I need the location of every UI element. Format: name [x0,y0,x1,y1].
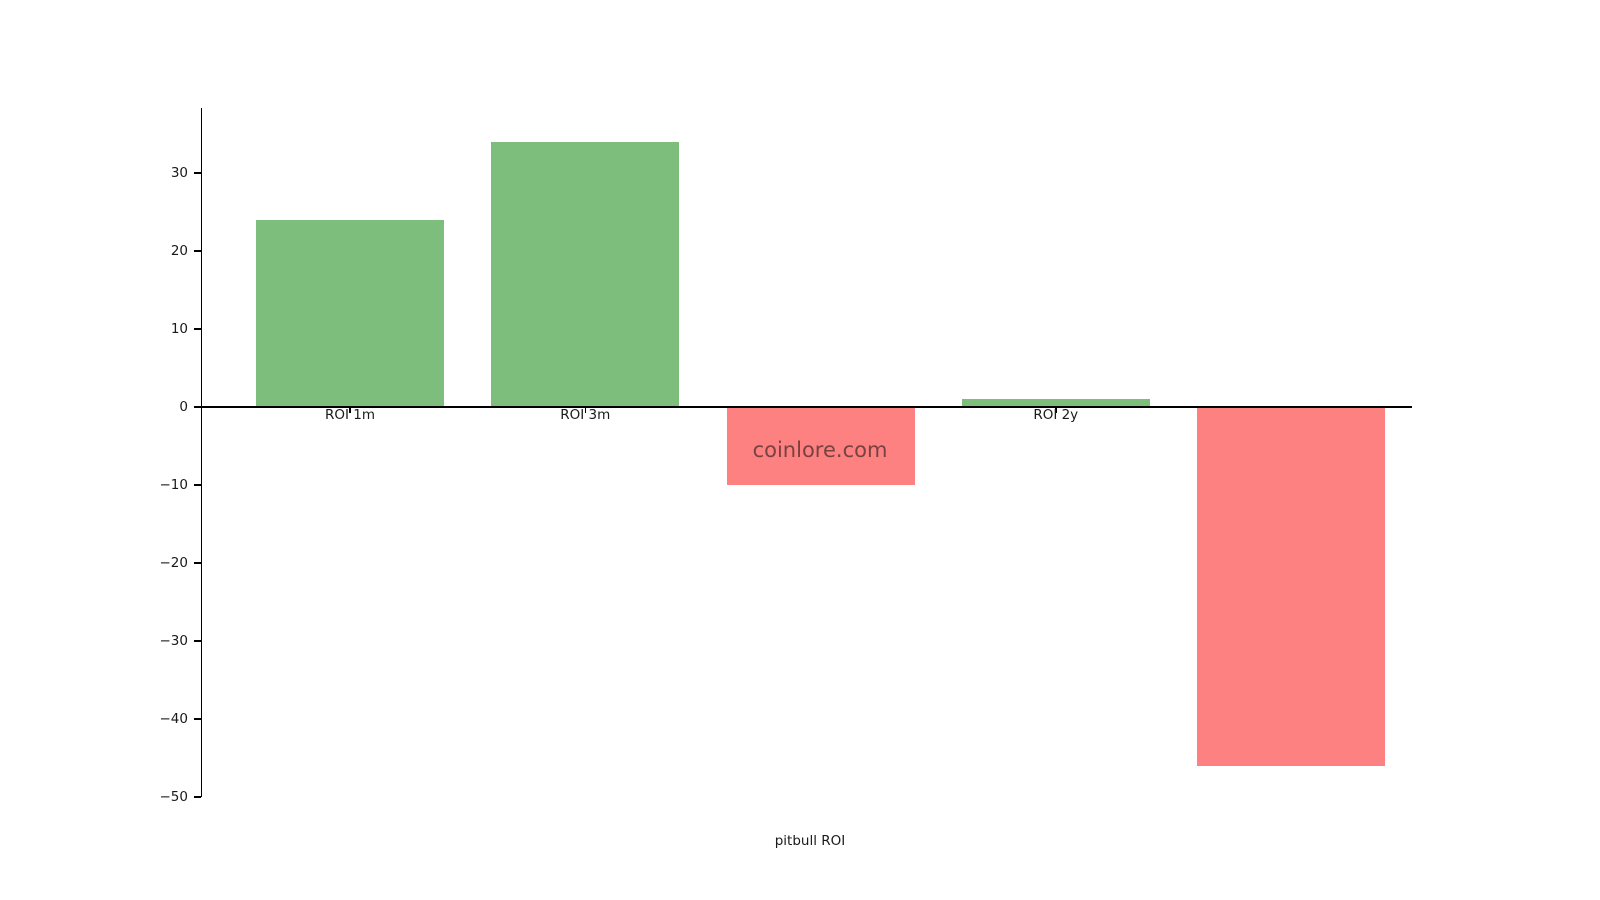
y-tick-mark [193,718,201,720]
y-tick-label: −40 [159,711,189,727]
y-tick-mark [193,250,201,252]
y-tick-label: 20 [170,243,188,259]
x-axis-line [202,406,1412,408]
x-tick-mark [349,407,351,413]
x-tick-label: ROI 2y [1033,407,1079,423]
y-tick-mark [193,328,201,330]
y-tick-label: 0 [179,399,188,415]
y-tick-mark [193,796,201,798]
y-tick-label: −30 [159,633,189,649]
watermark: coinlore.com [752,438,888,462]
y-tick-label: −50 [159,789,189,805]
y-axis-line [200,108,202,797]
x-tick-label: ROI 3m [560,407,611,423]
y-tick-mark [193,640,201,642]
bar-roi-3m [491,141,680,407]
y-tick-label: −20 [159,555,189,571]
y-tick-label: 30 [170,165,188,181]
bar-bar-5 [1197,407,1385,766]
bar-bar-3 [726,407,915,485]
y-tick-label: 10 [170,321,188,337]
x-tick-mark [584,407,586,413]
bar-roi-2y [961,399,1150,407]
x-tick-label: ROI 1m [324,407,376,423]
x-axis-title: pitbull ROI [774,833,846,849]
x-tick-mark [1055,407,1057,413]
bar-roi-1m [256,219,444,407]
y-tick-mark [193,484,201,486]
y-tick-label: −10 [159,477,189,493]
y-tick-mark [193,562,201,564]
y-tick-mark [193,406,201,408]
y-tick-mark [193,172,201,174]
